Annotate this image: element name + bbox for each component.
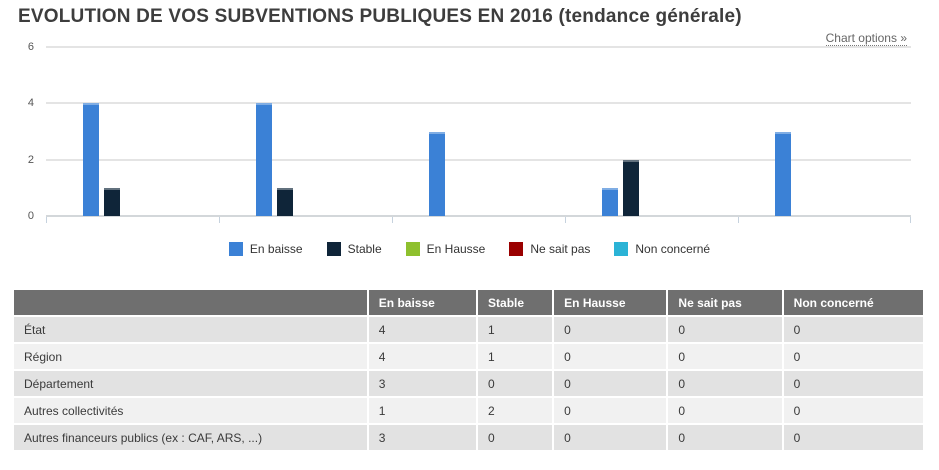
bar-en-baisse-4 <box>774 131 791 216</box>
x-axis-tick <box>219 217 220 223</box>
column-header: En baisse <box>368 290 477 315</box>
gridline-y0 <box>46 215 911 217</box>
column-header: Ne sait pas <box>668 290 782 315</box>
column-header: Stable <box>478 290 553 315</box>
cell-value: 0 <box>478 425 553 450</box>
chart-legend: En baisse Stable En Hausse Ne sait pas Non c… <box>0 242 939 256</box>
row-label: Département <box>14 371 367 396</box>
cell-value: 0 <box>478 371 553 396</box>
legend-label: Stable <box>347 242 382 256</box>
bar-en-baisse-3 <box>601 187 618 216</box>
column-header-empty <box>14 290 367 315</box>
cell-value: 0 <box>783 344 923 369</box>
gridline-y6 <box>46 46 911 48</box>
cell-value: 0 <box>554 371 667 396</box>
legend-swatch <box>228 242 243 256</box>
table-header: En baisse Stable En Hausse Ne sait pas Non c… <box>14 290 923 315</box>
legend-item-ne-sait-pas[interactable]: Ne sait pas <box>509 242 590 256</box>
cell-value: 0 <box>668 317 782 342</box>
legend-swatch <box>326 242 341 256</box>
legend-item-en-baisse[interactable]: En baisse <box>228 242 303 256</box>
legend-item-non-concerné[interactable]: Non concerné <box>614 242 710 256</box>
row-label: Région <box>14 344 367 369</box>
x-axis-tick <box>46 217 47 223</box>
cell-value: 3 <box>368 371 477 396</box>
chart-options-link[interactable]: Chart options » <box>825 31 907 46</box>
page-title: EVOLUTION DE VOS SUBVENTIONS PUBLIQUES E… <box>18 6 742 27</box>
y-axis-label: 4 <box>27 97 34 110</box>
y-axis-label: 6 <box>27 41 34 53</box>
cell-value: 0 <box>554 425 667 450</box>
bar-stable-3 <box>622 159 639 216</box>
row-label: État <box>14 317 367 342</box>
legend-item-en-hausse[interactable]: En Hausse <box>405 242 486 256</box>
cell-value: 4 <box>368 317 477 342</box>
gridline-y2 <box>46 158 911 161</box>
cell-value: 0 <box>783 371 923 396</box>
cell-value: 0 <box>668 398 782 423</box>
x-axis-tick <box>910 217 911 223</box>
cell-value: 0 <box>783 317 923 342</box>
cell-value: 2 <box>478 398 553 423</box>
table-row: Autres collectivités 1 2 0 0 0 <box>14 398 923 423</box>
cell-value: 0 <box>554 344 667 369</box>
bar-en-baisse-1 <box>255 103 272 216</box>
bar-stable-0 <box>103 187 120 216</box>
legend-swatch <box>405 242 420 256</box>
bar-chart: 0 2 4 6 En baisse Stable En Hausse Ne sait pas N… <box>0 40 939 280</box>
bar-en-baisse-2 <box>428 131 445 216</box>
bar-en-baisse-0 <box>82 103 99 216</box>
y-axis-label: 2 <box>27 153 34 166</box>
table-row: Région 4 1 0 0 0 <box>14 344 923 369</box>
table-row: Autres financeurs publics (ex : CAF, ARS… <box>14 425 923 450</box>
column-header: Non concerné <box>783 290 923 315</box>
x-axis-tick <box>738 217 739 223</box>
cell-value: 0 <box>783 398 923 423</box>
cell-value: 1 <box>478 344 553 369</box>
x-axis-tick <box>565 217 566 223</box>
results-table: En baisse Stable En Hausse Ne sait pas Non c… <box>12 288 925 452</box>
cell-value: 0 <box>668 425 782 450</box>
legend-swatch <box>614 242 629 256</box>
cell-value: 0 <box>783 425 923 450</box>
cell-value: 1 <box>478 317 553 342</box>
legend-label: En baisse <box>249 242 303 256</box>
cell-value: 0 <box>668 371 782 396</box>
bar-stable-1 <box>276 187 293 216</box>
cell-value: 0 <box>554 398 667 423</box>
row-label: Autres financeurs publics (ex : CAF, ARS… <box>14 425 367 450</box>
cell-value: 1 <box>368 398 477 423</box>
table-row: État 4 1 0 0 0 <box>14 317 923 342</box>
legend-label: Non concerné <box>635 242 711 256</box>
row-label: Autres collectivités <box>14 398 367 423</box>
cell-value: 3 <box>368 425 477 450</box>
legend-item-stable[interactable]: Stable <box>326 242 382 256</box>
table-row: Département 3 0 0 0 0 <box>14 371 923 396</box>
legend-label: Ne sait pas <box>530 242 591 256</box>
cell-value: 4 <box>368 344 477 369</box>
y-axis-label: 0 <box>27 210 34 222</box>
legend-swatch <box>509 242 524 256</box>
gridline-y4 <box>46 102 911 105</box>
cell-value: 0 <box>668 344 782 369</box>
x-axis-tick <box>392 217 393 223</box>
legend-label: En Hausse <box>426 242 486 256</box>
column-header: En Hausse <box>554 290 667 315</box>
cell-value: 0 <box>554 317 667 342</box>
